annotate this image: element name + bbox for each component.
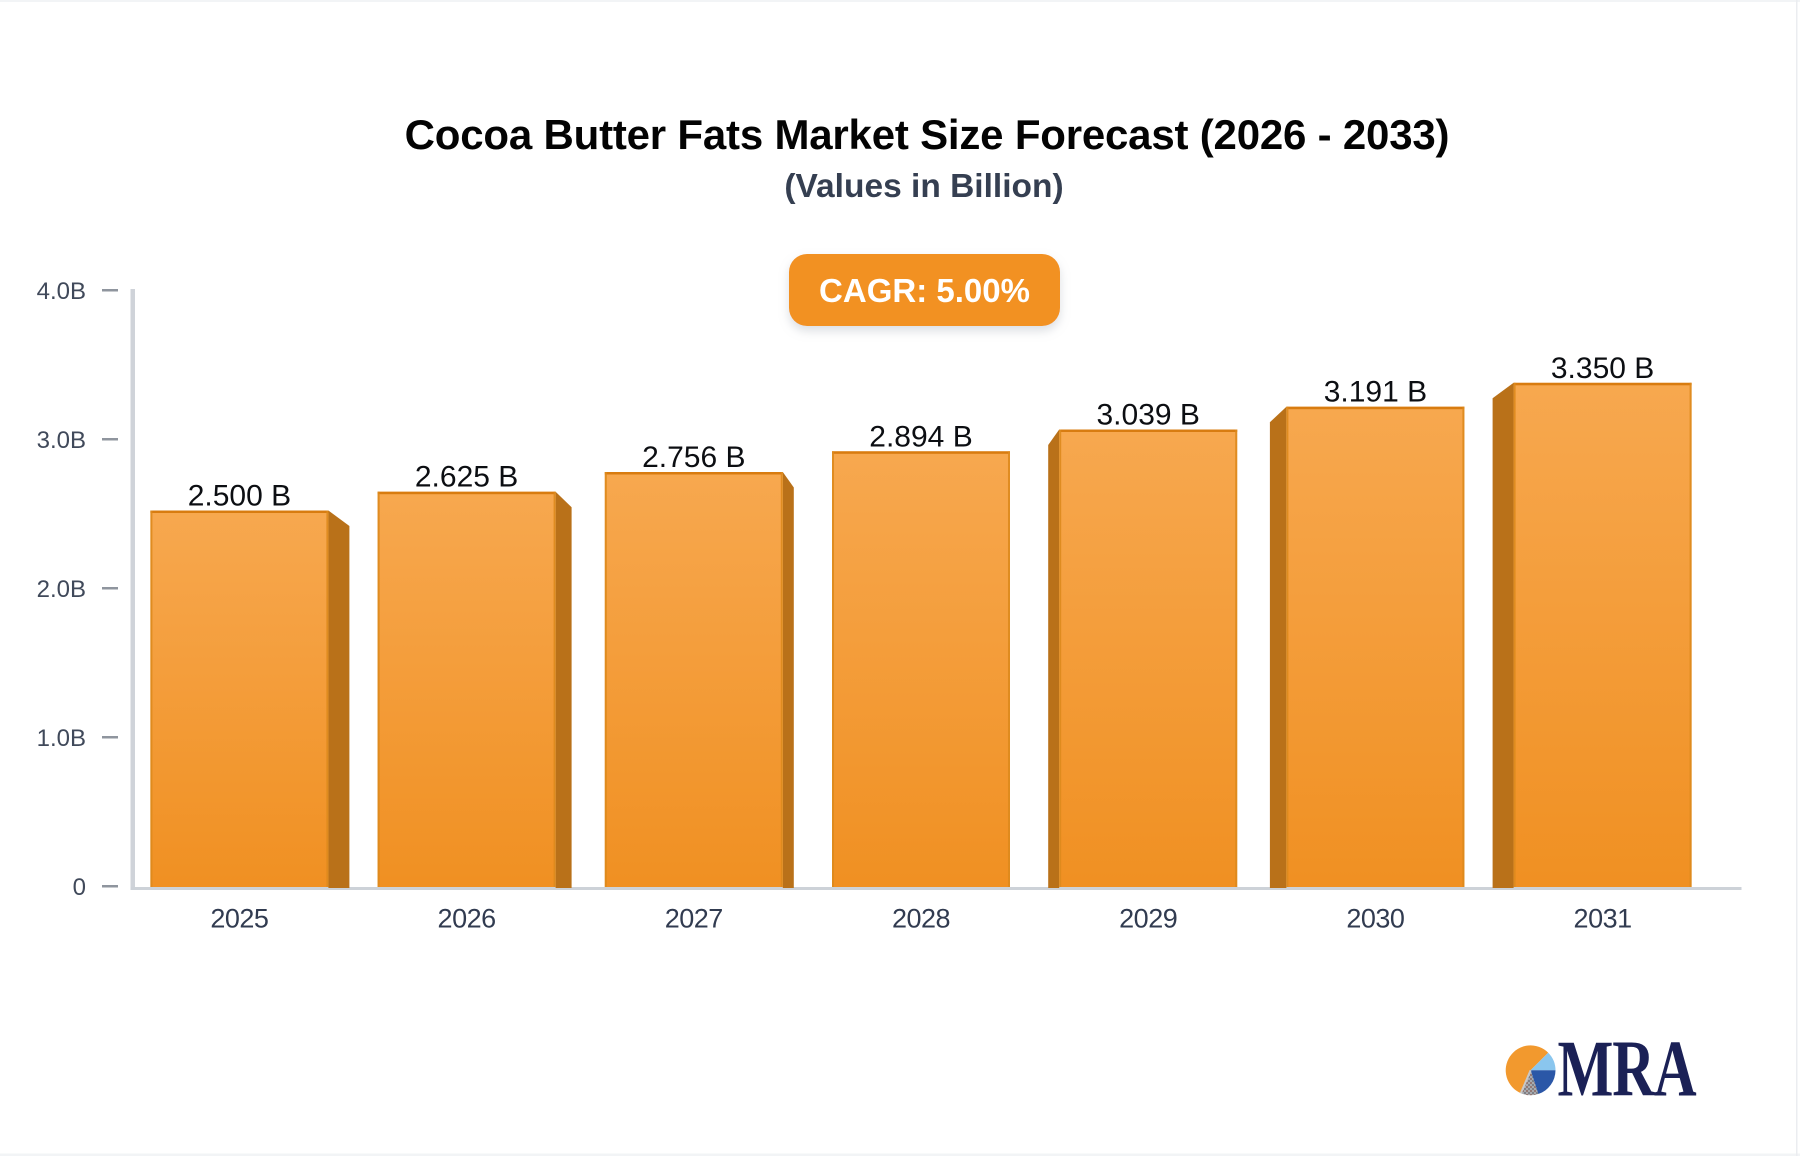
svg-text:2027: 2027 [665,903,723,933]
svg-text:2.756 B: 2.756 B [642,441,745,474]
svg-text:MRA: MRA [1558,1025,1697,1114]
svg-text:CAGR: 5.00%: CAGR: 5.00% [819,272,1030,309]
svg-text:Cocoa Butter Fats Market Size: Cocoa Butter Fats Market Size Forecast (… [405,111,1450,158]
svg-text:2.0B: 2.0B [37,576,86,603]
svg-text:2030: 2030 [1346,903,1404,933]
svg-text:(Values in Billion): (Values in Billion) [784,168,1063,205]
svg-text:2029: 2029 [1119,903,1177,933]
svg-text:2025: 2025 [210,903,268,933]
svg-text:3.0B: 3.0B [37,427,86,454]
svg-text:2.500 B: 2.500 B [188,480,291,513]
svg-text:1.0B: 1.0B [37,725,86,752]
svg-text:3.039 B: 3.039 B [1096,399,1199,432]
svg-text:0: 0 [73,874,86,901]
svg-text:3.350 B: 3.350 B [1551,352,1654,385]
svg-text:2.625 B: 2.625 B [415,461,518,494]
svg-text:3.191 B: 3.191 B [1324,376,1427,409]
svg-text:4.0B: 4.0B [37,278,86,305]
svg-text:2028: 2028 [892,903,950,933]
svg-text:2.894 B: 2.894 B [869,420,972,453]
svg-text:2026: 2026 [438,903,496,933]
svg-text:2031: 2031 [1574,903,1632,933]
